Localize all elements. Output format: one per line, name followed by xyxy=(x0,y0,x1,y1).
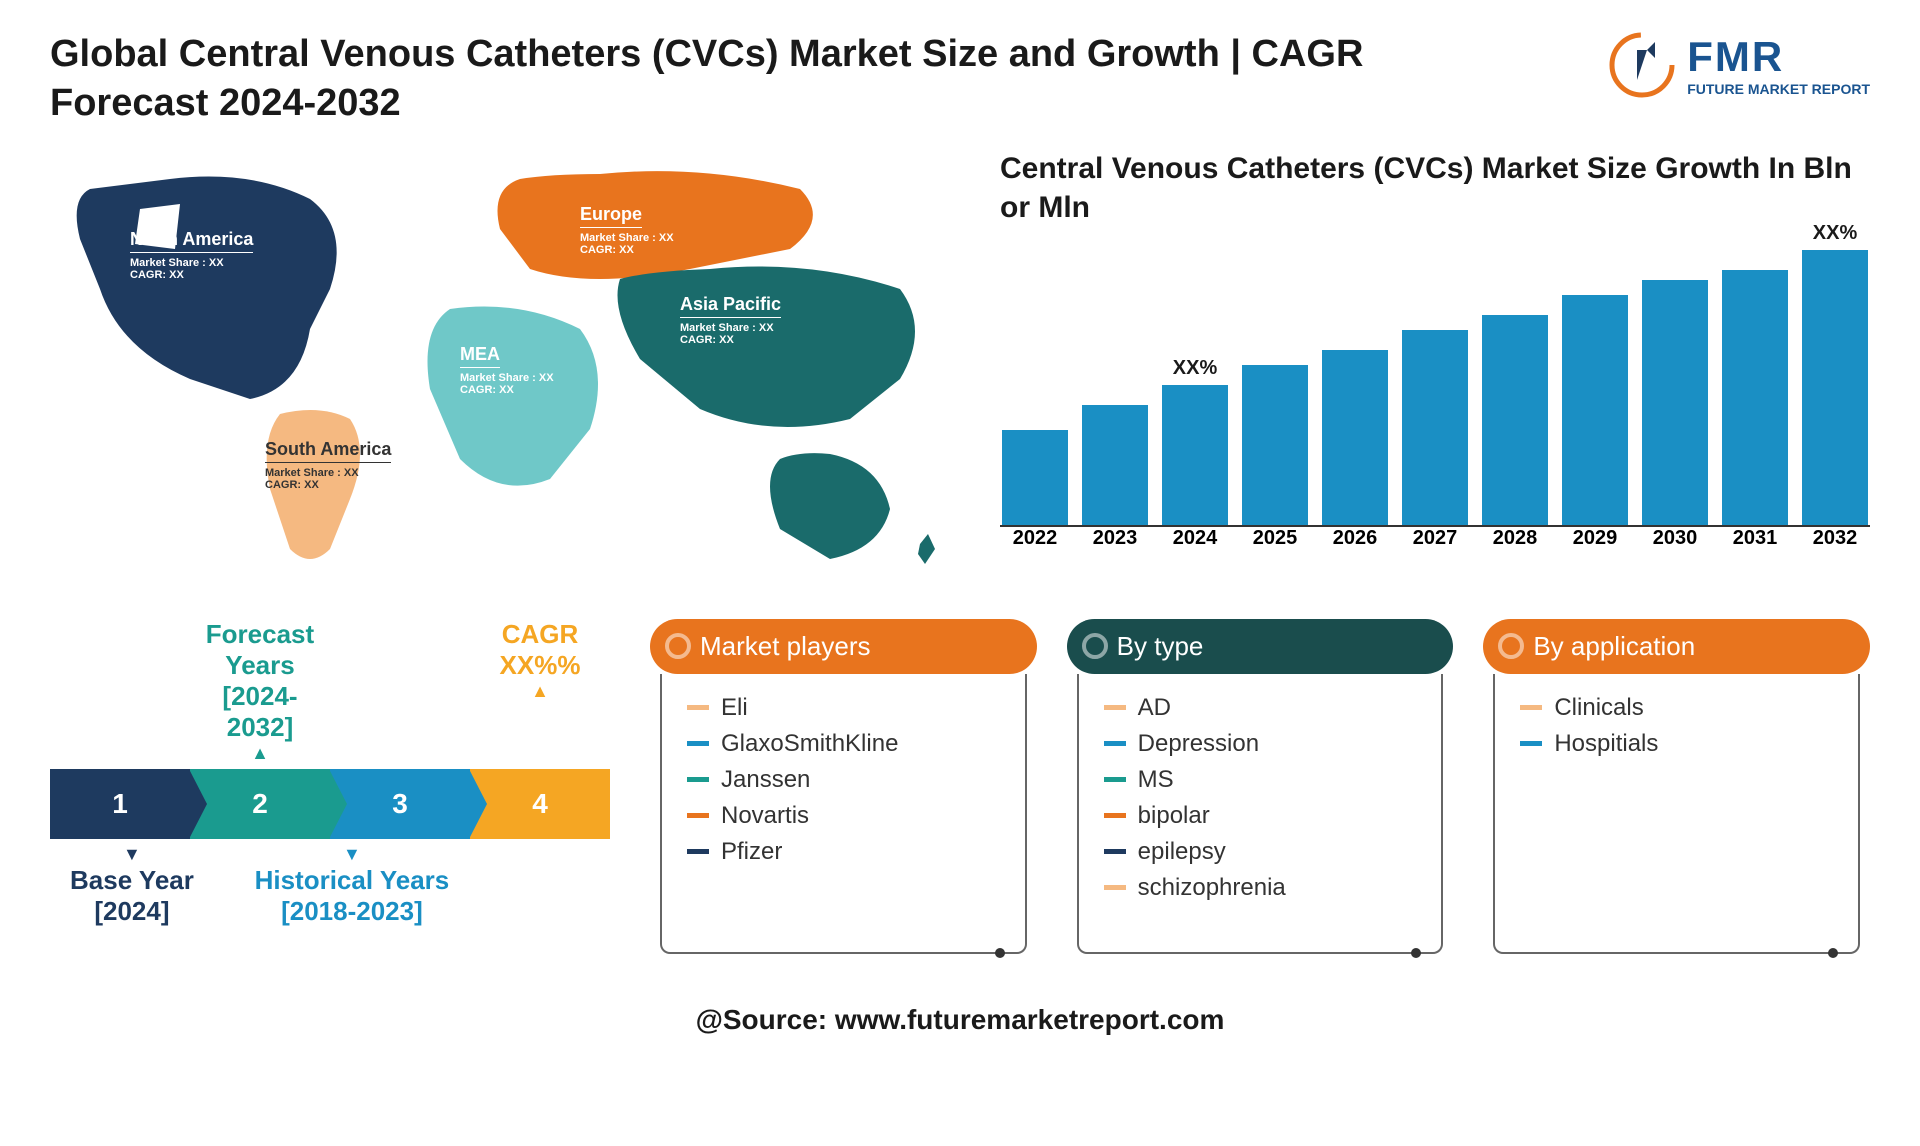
bar xyxy=(1400,330,1470,525)
year-label: 2024 xyxy=(1160,527,1230,550)
bullet-icon xyxy=(1104,777,1126,782)
chart-title: Central Venous Catheters (CVCs) Market S… xyxy=(1000,149,1870,227)
year-label: 2023 xyxy=(1080,527,1150,550)
year-label: 2028 xyxy=(1480,527,1550,550)
year-label: 2030 xyxy=(1640,527,1710,550)
region-label: North America Market Share : XXCAGR: XX xyxy=(130,229,253,281)
item-label: AD xyxy=(1138,694,1171,722)
forecast-label: Forecast Years [2024-2032] ▲ xyxy=(190,619,330,764)
category-item: Novartis xyxy=(687,802,1000,830)
bar xyxy=(1320,350,1390,525)
year-label: 2027 xyxy=(1400,527,1470,550)
bar xyxy=(1560,295,1630,525)
category: By application Clinicals Hospitials xyxy=(1483,619,1870,954)
item-label: epilepsy xyxy=(1138,838,1226,866)
category-item: Eli xyxy=(687,694,1000,722)
item-label: Novartis xyxy=(721,802,809,830)
item-label: bipolar xyxy=(1138,802,1210,830)
year-label: 2026 xyxy=(1320,527,1390,550)
timeline: Forecast Years [2024-2032] ▲ CAGR XX%% ▲… xyxy=(50,619,610,954)
logo-sub: FUTURE MARKET REPORT xyxy=(1687,81,1870,97)
year-label: 2025 xyxy=(1240,527,1310,550)
item-label: MS xyxy=(1138,766,1174,794)
cagr-label: CAGR XX%% ▲ xyxy=(470,619,610,764)
category-header: Market players xyxy=(650,619,1037,674)
category-item: MS xyxy=(1104,766,1417,794)
bullet-icon xyxy=(687,849,709,854)
category-header: By type xyxy=(1067,619,1454,674)
bullet-icon xyxy=(687,777,709,782)
category-item: bipolar xyxy=(1104,802,1417,830)
bullet-icon xyxy=(687,705,709,710)
bar xyxy=(1640,280,1710,525)
bar xyxy=(1720,270,1790,525)
item-label: Clinicals xyxy=(1554,694,1643,722)
item-label: Janssen xyxy=(721,766,810,794)
bullet-icon xyxy=(687,813,709,818)
item-label: Depression xyxy=(1138,730,1259,758)
bar xyxy=(1240,365,1310,525)
bar xyxy=(1480,315,1550,525)
timeline-segment: 1 xyxy=(50,769,190,839)
bar xyxy=(1080,405,1150,525)
bar: XX% xyxy=(1160,385,1230,525)
bullet-icon xyxy=(1104,705,1126,710)
year-label: 2022 xyxy=(1000,527,1070,550)
timeline-segment: 4 xyxy=(470,769,610,839)
bullet-icon xyxy=(1104,741,1126,746)
category: By type AD Depression MS bipolar epileps… xyxy=(1067,619,1454,954)
bar: XX% xyxy=(1800,250,1870,525)
category-item: Clinicals xyxy=(1520,694,1833,722)
year-label: 2032 xyxy=(1800,527,1870,550)
timeline-segment: 3 xyxy=(330,769,470,839)
category-body: Clinicals Hospitials xyxy=(1493,674,1860,954)
bar-chart-years: 2022 2023 2024 2025 2026 2027 2028 2029 2030 2031… xyxy=(1000,527,1870,550)
item-label: schizophrenia xyxy=(1138,874,1286,902)
item-label: Pfizer xyxy=(721,838,782,866)
historical-label: ▼ Historical Years [2018-2023] xyxy=(255,844,450,927)
bullet-icon xyxy=(1104,813,1126,818)
region-label: South America Market Share : XXCAGR: XX xyxy=(265,439,391,491)
logo: FMR FUTURE MARKET REPORT xyxy=(1607,30,1870,100)
year-label: 2031 xyxy=(1720,527,1790,550)
bullet-icon xyxy=(1104,885,1126,890)
region-label: MEA Market Share : XXCAGR: XX xyxy=(460,344,554,396)
timeline-bar: 1234 xyxy=(50,769,610,839)
category-item: Janssen xyxy=(687,766,1000,794)
category: Market players Eli GlaxoSmithKline Janss… xyxy=(650,619,1037,954)
bar-chart: XX% XX% xyxy=(1000,247,1870,527)
world-map: North America Market Share : XXCAGR: XX … xyxy=(50,149,970,579)
base-year-label: ▼ Base Year [2024] xyxy=(70,844,194,927)
logo-main: FMR xyxy=(1687,33,1870,81)
category-item: AD xyxy=(1104,694,1417,722)
bullet-icon xyxy=(1520,705,1542,710)
bullet-icon xyxy=(1104,849,1126,854)
category-body: Eli GlaxoSmithKline Janssen Novartis Pfi… xyxy=(660,674,1027,954)
page-title: Global Central Venous Catheters (CVCs) M… xyxy=(50,30,1450,129)
source-attribution: @Source: www.futuremarketreport.com xyxy=(50,1004,1870,1036)
item-label: GlaxoSmithKline xyxy=(721,730,898,758)
category-item: Depression xyxy=(1104,730,1417,758)
timeline-segment: 2 xyxy=(190,769,330,839)
category-item: GlaxoSmithKline xyxy=(687,730,1000,758)
category-item: epilepsy xyxy=(1104,838,1417,866)
category-body: AD Depression MS bipolar epilepsy schizo… xyxy=(1077,674,1444,954)
region-label: Asia Pacific Market Share : XXCAGR: XX xyxy=(680,294,781,346)
category-item: Hospitials xyxy=(1520,730,1833,758)
year-label: 2029 xyxy=(1560,527,1630,550)
bullet-icon xyxy=(1520,741,1542,746)
categories: Market players Eli GlaxoSmithKline Janss… xyxy=(650,619,1870,954)
category-header: By application xyxy=(1483,619,1870,674)
logo-icon xyxy=(1607,30,1677,100)
item-label: Hospitials xyxy=(1554,730,1658,758)
bar xyxy=(1000,430,1070,525)
category-item: Pfizer xyxy=(687,838,1000,866)
item-label: Eli xyxy=(721,694,748,722)
bullet-icon xyxy=(687,741,709,746)
region-label: Europe Market Share : XXCAGR: XX xyxy=(580,204,674,256)
category-item: schizophrenia xyxy=(1104,874,1417,902)
